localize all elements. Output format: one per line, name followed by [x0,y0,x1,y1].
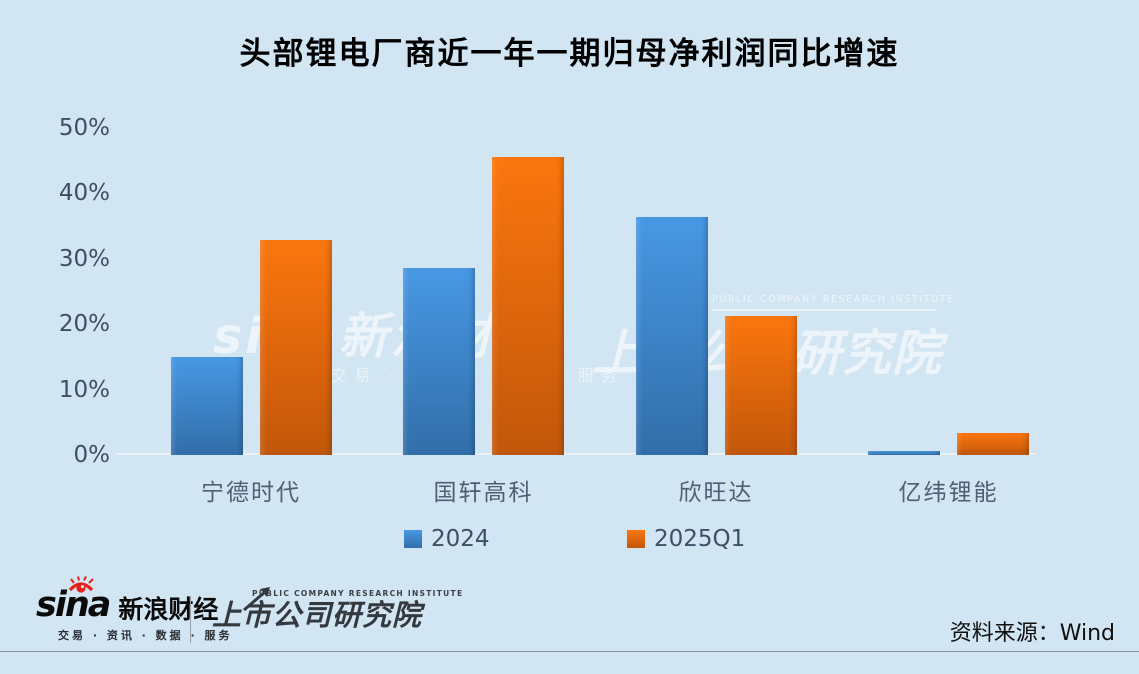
x-category-label: 欣旺达 [678,480,754,506]
y-tick-label: 0% [73,442,111,468]
footer-divider [190,596,191,643]
x-category-label: 国轩高科 [433,480,534,506]
x-axis-labels: 宁德时代 国轩高科 欣旺达 亿纬锂能 [135,473,1035,507]
y-tick-label: 20% [58,311,110,338]
sina-tagline: 交易 · 资讯 · 数据 · 服务 [58,629,233,642]
y-tick-label: 30% [58,245,110,272]
bar-亿纬锂能-2024 [868,451,940,455]
sina-eye-icon [68,576,94,593]
y-tick-label: 10% [58,376,110,403]
legend-swatch-icon [404,530,422,548]
legend-swatch-icon [627,530,645,548]
bar-宁德时代-2025Q1 [259,239,332,455]
pcri-arrow-icon [243,587,270,612]
bar-group [170,128,332,455]
bar-group [868,128,1029,455]
legend: 2024 2025Q1 [0,526,1139,554]
sina-finance-brand: 新浪财经 [118,594,219,624]
legend-label: 2024 [431,526,490,552]
bar-宁德时代-2024 [170,356,243,455]
legend-label: 2025Q1 [654,526,746,552]
pcri-english-label: PUBLIC COMPANY RESEARCH INSTITUTE [252,589,464,598]
bar-国轩高科-2025Q1 [492,156,564,455]
bar-group [403,128,564,455]
legend-item-2025Q1: 2025Q1 [627,526,745,552]
bar-欣旺达-2024 [635,216,708,455]
x-category-label: 亿纬锂能 [898,480,999,506]
y-tick-label: 50% [58,115,110,141]
plot-area [135,128,1035,455]
x-category-label: 宁德时代 [201,480,301,506]
sina-wordmark: sina [36,585,111,625]
bar-亿纬锂能-2025Q1 [957,433,1029,455]
y-tick-label: 40% [58,180,110,207]
pcri-logo: PUBLIC COMPANY RESEARCH INSTITUTE 上市公司研究… [212,587,464,633]
legend-item-2024: 2024 [404,526,490,552]
bar-group [635,128,797,455]
data-source-label: 资料来源：Wind [949,621,1115,646]
chart-title: 头部锂电厂商近一年一期归母净利润同比增速 [239,36,900,72]
pcri-name: 上市公司研究院 [212,598,423,632]
footer-rule [0,651,1139,652]
sina-finance-logo: sina 新浪财经 交易 · 资讯 · 数据 · 服务 [36,576,233,643]
bar-欣旺达-2025Q1 [724,316,797,455]
x-axis-baseline [115,453,1035,455]
bar-国轩高科-2024 [403,267,475,455]
y-axis: 50% 40% 30% 20% 10% 0% [30,115,110,468]
